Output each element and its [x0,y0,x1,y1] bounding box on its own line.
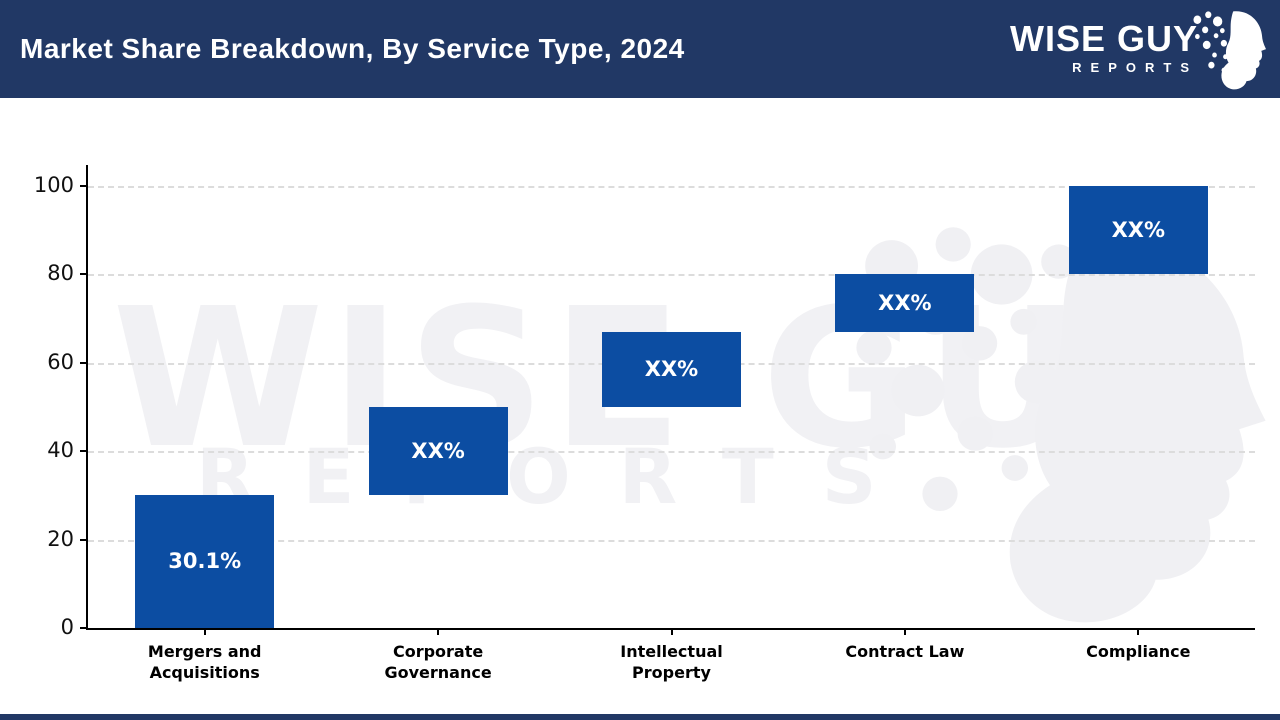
logo-text: WISE GUY REPORTS [1009,18,1198,76]
y-axis-tick [80,627,88,629]
x-axis-tick [437,628,440,635]
logo-face-icon [1193,11,1266,90]
y-axis-tick [80,538,88,541]
y-axis-line [86,165,88,630]
category-label-line: Corporate [392,642,484,661]
category-label-line: Contract Law [845,642,965,661]
category-label: Corporate Governance [384,641,491,683]
watermark-text-secondary: REPORTS [196,432,925,521]
footer-bar [0,714,1280,720]
gridline [88,186,1255,188]
x-axis-tick [203,628,206,635]
bar: 30.1% [135,494,275,628]
category-label: Mergers and Acquisitions [148,641,262,683]
logo-wordmark: WISE GUY [1009,18,1198,59]
gridline [88,451,1255,454]
logo-subtitle: REPORTS [1072,60,1198,75]
category-label: Intellectual Property [620,641,722,683]
y-axis-tick [80,185,88,187]
bar-value-label: XX% [644,357,699,382]
category-label-line: Compliance [1086,642,1191,661]
category-label: Compliance [1086,641,1190,662]
y-axis-tick-label: 60 [47,349,74,374]
bar: XX% [368,407,508,495]
bar-value-label: XX% [878,291,932,316]
y-axis-tick-label: 40 [47,438,74,463]
chart-area: 0 20 40 60 80 100 30.1% Mergers and Acquisitions… [0,98,1280,714]
bar: XX% [1068,186,1208,275]
y-axis-tick-label: 80 [47,261,74,286]
x-axis-tick [903,628,906,635]
y-axis-tick [80,273,88,276]
category-label-line: Mergers and [147,642,262,661]
y-axis-tick-label: 100 [33,173,74,197]
y-axis-tick-label: 0 [60,615,74,639]
gridline [88,274,1255,277]
category-label-line: Governance [384,663,492,682]
x-axis-tick [670,628,673,635]
category-label-line: Acquisitions [149,663,260,682]
page-title: Market Share Breakdown, By Service Type,… [20,33,685,64]
category-label-line: Property [632,663,711,682]
bar-value-label: 30.1% [168,549,242,574]
y-axis-tick [80,361,88,364]
x-axis-tick [1137,628,1140,635]
bar: XX% [602,331,741,407]
bar-value-label: XX% [411,438,465,463]
category-label-line: Intellectual [620,642,723,661]
bar: XX% [835,274,975,332]
header: Market Share Breakdown, By Service Type,… [0,0,1280,98]
bar-value-label: XX% [1111,218,1166,243]
y-axis-tick [80,450,88,453]
y-axis-tick-label: 20 [47,526,74,551]
logo: WISE GUY REPORTS [1006,6,1266,94]
category-label: Contract Law [845,641,964,662]
gridline [88,539,1255,542]
